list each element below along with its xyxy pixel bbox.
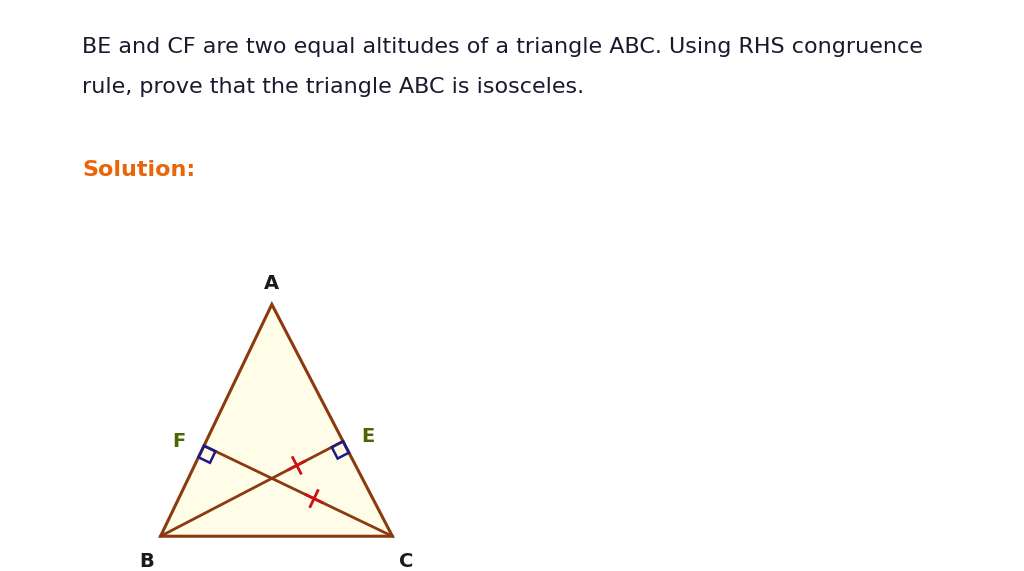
Polygon shape [161, 304, 392, 536]
Text: rule, prove that the triangle ABC is isosceles.: rule, prove that the triangle ABC is iso… [82, 77, 584, 97]
Text: C: C [399, 553, 414, 571]
Text: B: B [139, 553, 154, 571]
Text: Solution:: Solution: [82, 160, 196, 180]
Text: BE and CF are two equal altitudes of a triangle ABC. Using RHS congruence: BE and CF are two equal altitudes of a t… [82, 37, 923, 57]
Text: F: F [172, 432, 185, 451]
Text: A: A [264, 274, 280, 293]
Text: E: E [361, 427, 375, 446]
